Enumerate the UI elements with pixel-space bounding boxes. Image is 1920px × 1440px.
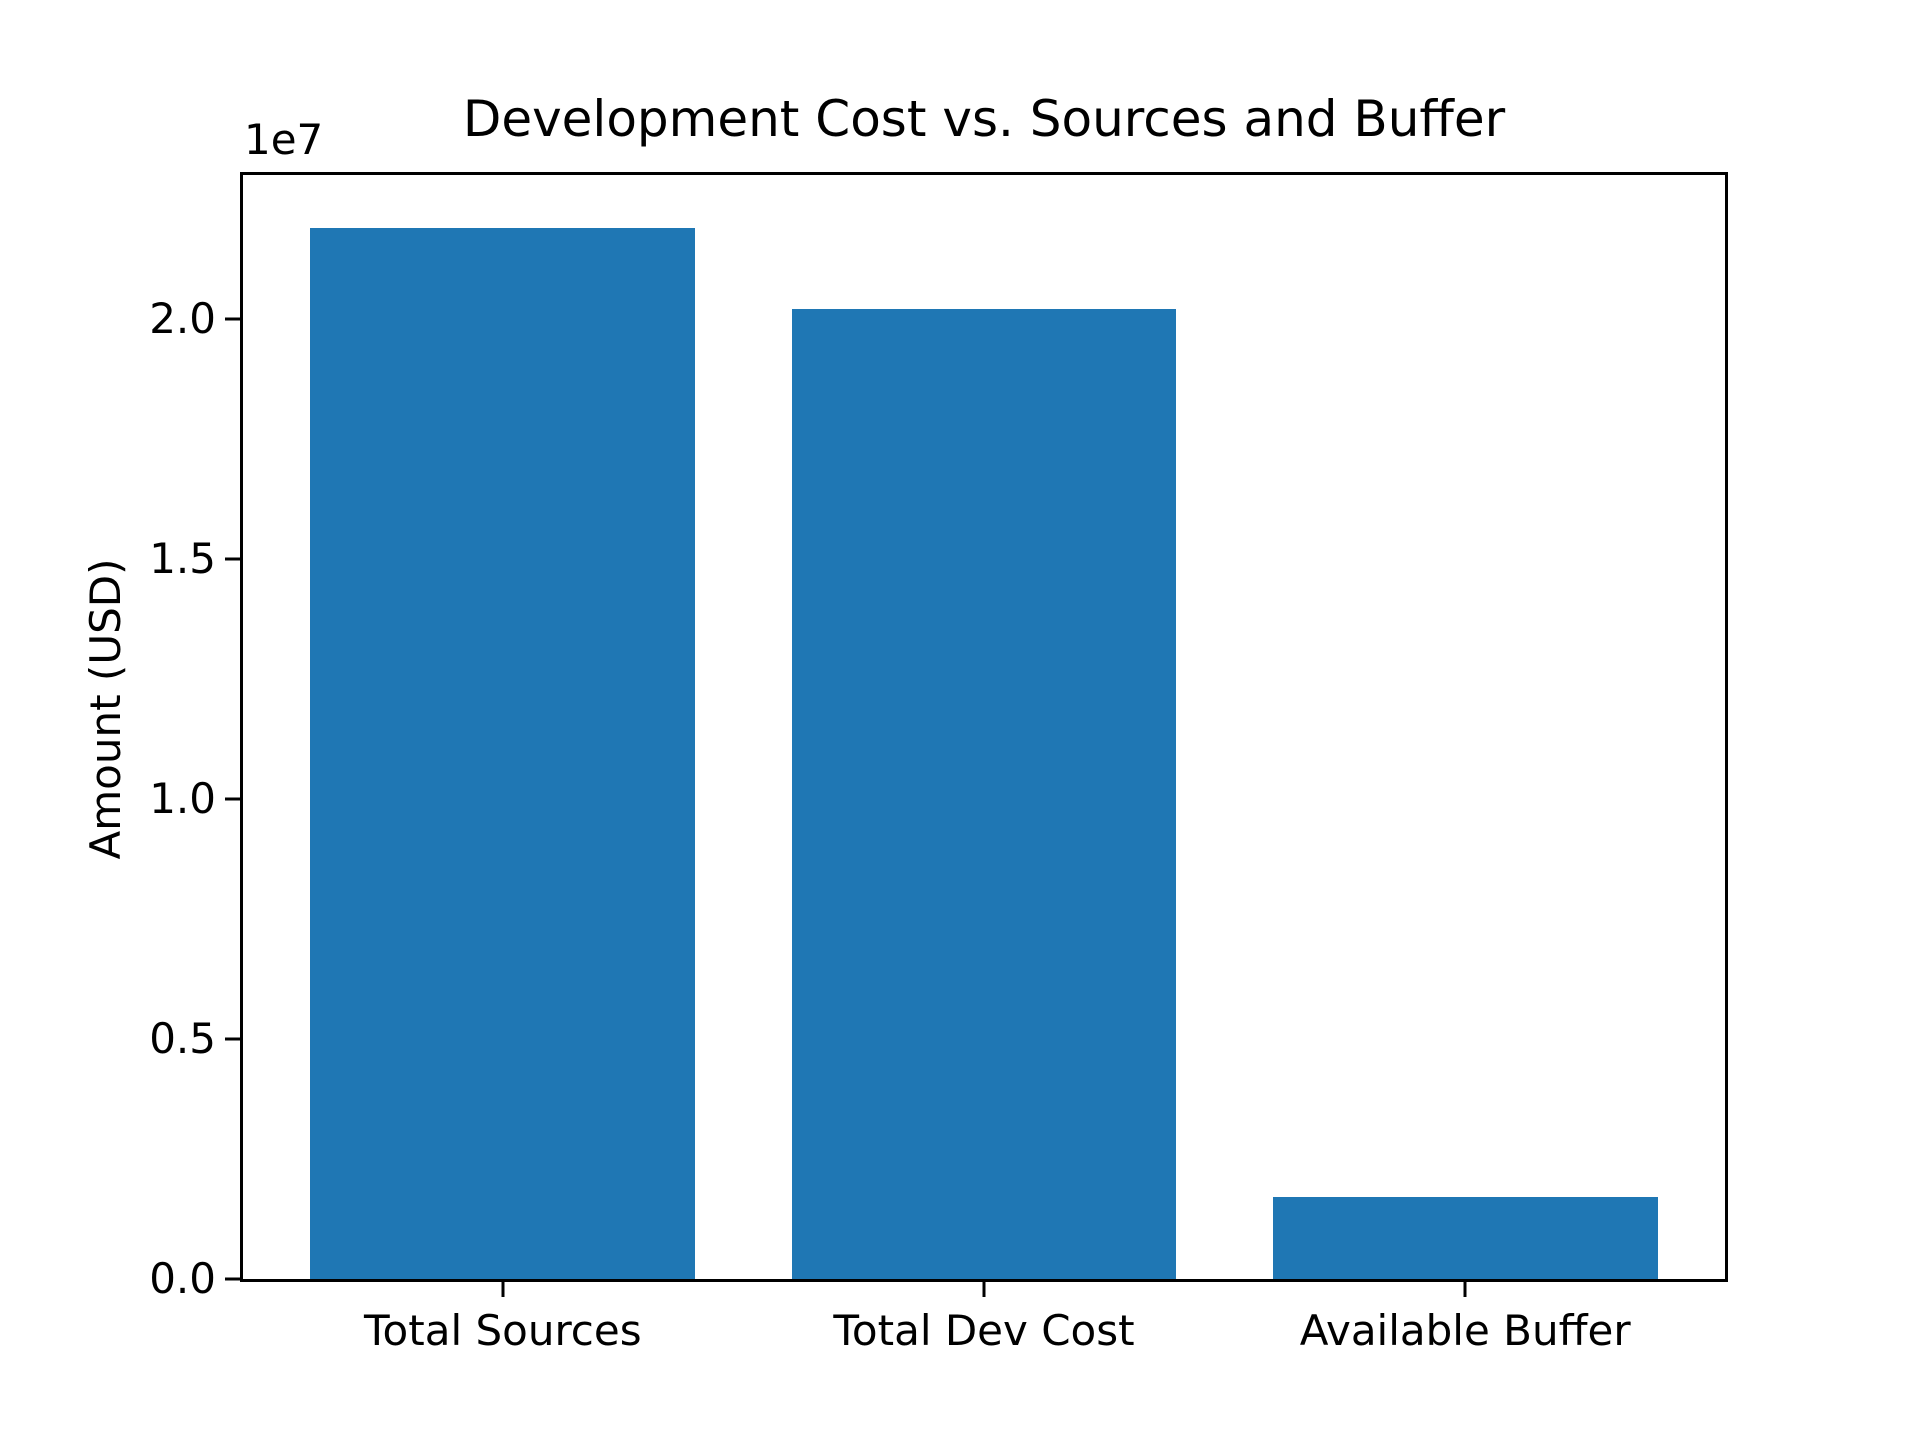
y-tick-1.0 [225, 797, 240, 801]
y-tick-label-0.0: 0.0 [149, 1254, 216, 1303]
y-tick-1.5 [225, 557, 240, 561]
y-tick-label-1.0: 1.0 [149, 773, 216, 823]
x-tick-label-total-dev-cost: Total Dev Cost [833, 1306, 1135, 1355]
y-tick-0.5 [225, 1037, 240, 1041]
y-tick-0.0 [225, 1277, 240, 1281]
x-tick-label-total-sources: Total Sources [364, 1306, 642, 1355]
bar-total-sources [310, 227, 696, 1279]
chart-title: Development Cost vs. Sources and Buffer [462, 90, 1506, 148]
y-axis-offset-text: 1e7 [244, 115, 324, 164]
plot-area: Total Sources Total Dev Cost Available Buf… [149, 172, 1728, 1355]
y-tick-label-1.5: 1.5 [149, 533, 216, 583]
x-tick-total-dev-cost [982, 1282, 986, 1297]
y-tick-label-2.0: 2.0 [149, 293, 216, 343]
y-tick-2.0 [225, 317, 240, 321]
bar-available-buffer [1272, 1197, 1658, 1279]
x-tick-label-available-buffer: Available Buffer [1299, 1306, 1631, 1355]
bar-total-dev-cost [791, 309, 1177, 1279]
y-tick-label-0.5: 0.5 [149, 1013, 216, 1063]
y-axis-label: Amount (USD) [81, 558, 130, 860]
x-tick-available-buffer [1463, 1282, 1467, 1297]
x-tick-total-sources [501, 1282, 505, 1297]
